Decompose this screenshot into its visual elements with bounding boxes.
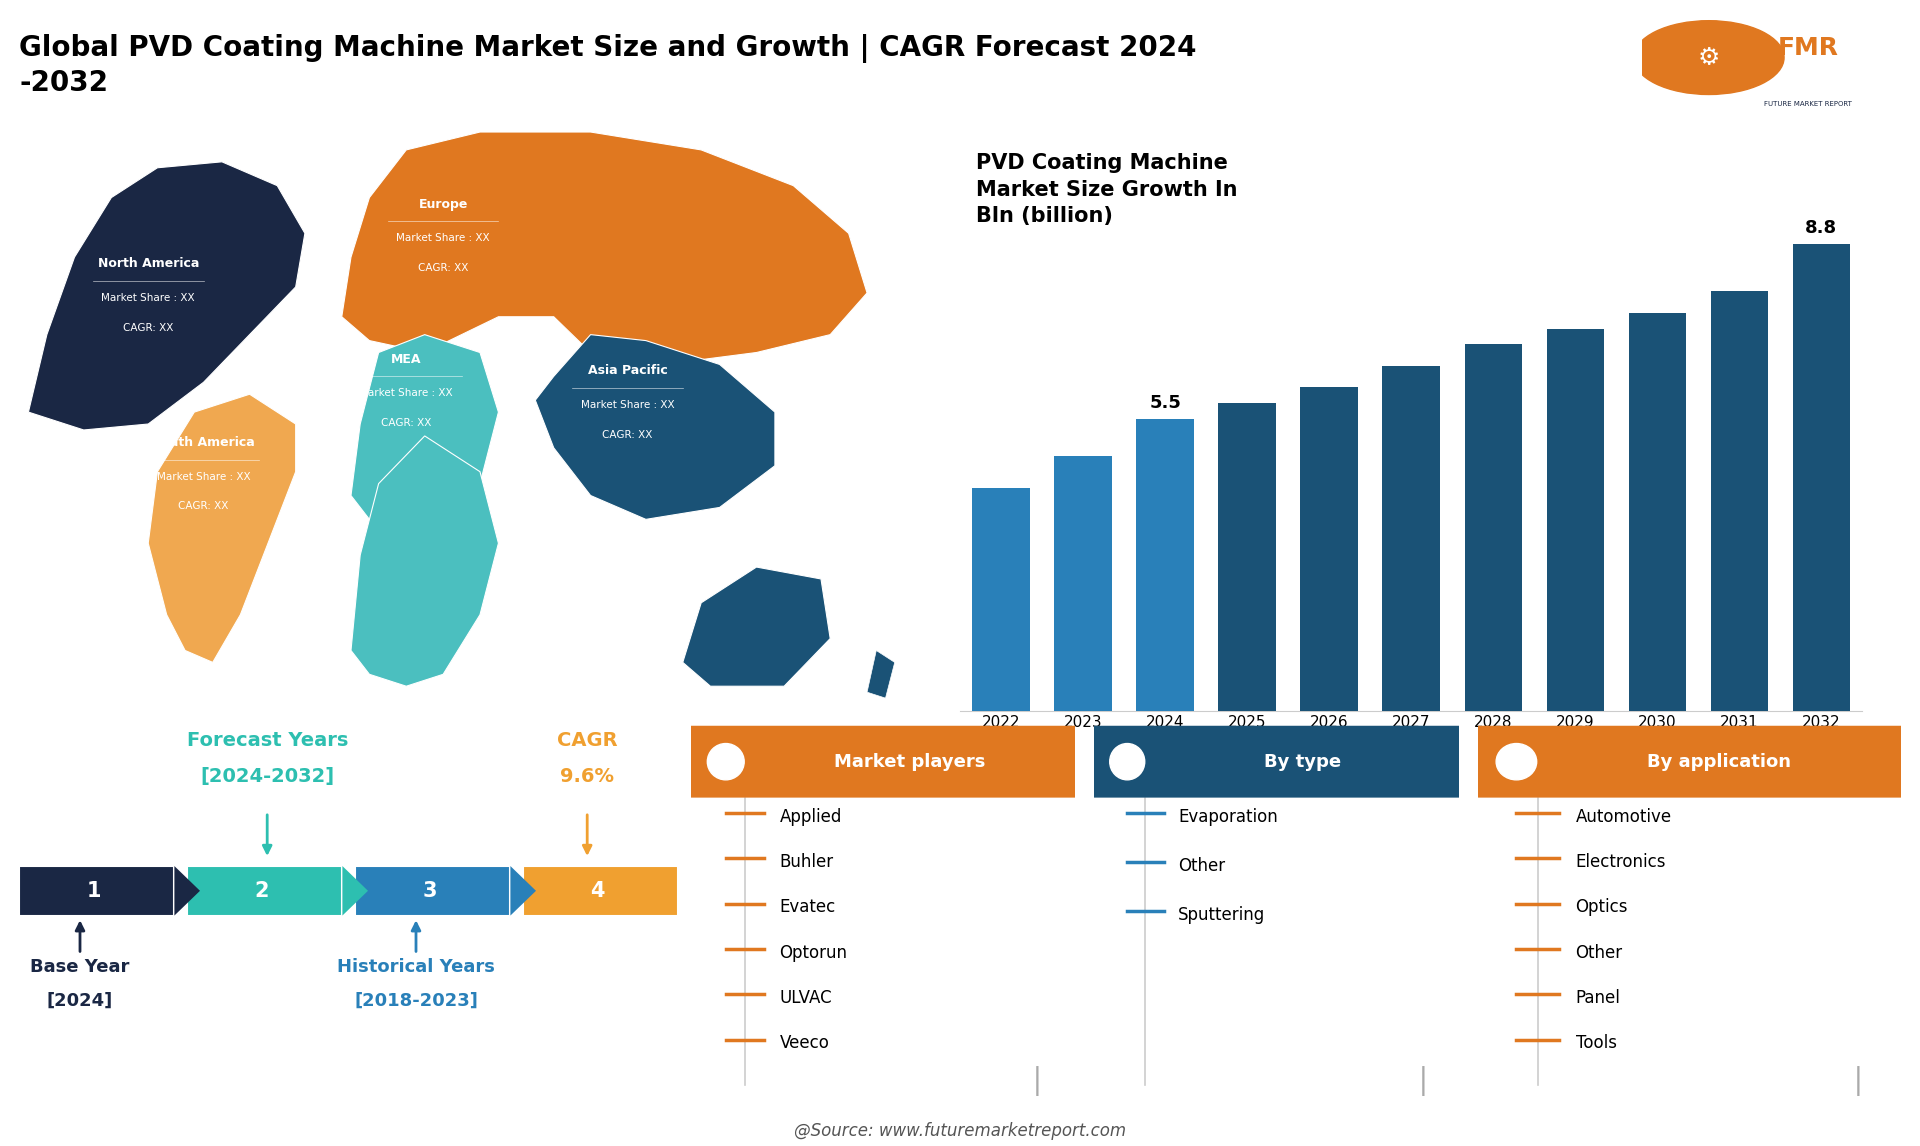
Text: ⎪: ⎪ <box>1027 1067 1046 1097</box>
Text: North America: North America <box>98 257 200 270</box>
Bar <box>1382 366 1440 711</box>
Text: Panel: Panel <box>1576 989 1620 1007</box>
Text: Evatec: Evatec <box>780 898 835 917</box>
Bar <box>1793 244 1851 711</box>
Bar <box>1711 291 1768 711</box>
Text: 3: 3 <box>422 881 438 901</box>
Text: Applied: Applied <box>780 808 841 825</box>
Polygon shape <box>536 335 776 519</box>
Text: Evaporation: Evaporation <box>1179 808 1279 825</box>
Text: Sputtering: Sputtering <box>1179 905 1265 924</box>
Polygon shape <box>511 866 536 916</box>
Text: ⎪: ⎪ <box>1413 1067 1432 1097</box>
Bar <box>1219 402 1277 711</box>
Text: CAGR: XX: CAGR: XX <box>380 418 432 429</box>
Text: Asia Pacific: Asia Pacific <box>588 364 668 377</box>
Text: FMR: FMR <box>1778 37 1839 61</box>
Bar <box>1300 387 1357 711</box>
Text: By type: By type <box>1263 753 1340 771</box>
Text: CAGR: XX: CAGR: XX <box>123 323 173 332</box>
Text: By application: By application <box>1647 753 1791 771</box>
Text: Market Share : XX: Market Share : XX <box>396 234 490 243</box>
Text: Forecast Years: Forecast Years <box>186 731 348 749</box>
Text: South America: South America <box>152 435 255 449</box>
Polygon shape <box>342 132 868 364</box>
Text: Other: Other <box>1576 943 1622 961</box>
Polygon shape <box>351 335 499 543</box>
Text: Market Share : XX: Market Share : XX <box>359 388 453 399</box>
Text: Automotive: Automotive <box>1576 808 1672 825</box>
Polygon shape <box>351 435 499 686</box>
Text: Electronics: Electronics <box>1576 853 1667 871</box>
Bar <box>972 488 1029 711</box>
Text: [2018-2023]: [2018-2023] <box>353 992 478 1010</box>
Text: 8.8: 8.8 <box>1805 219 1837 237</box>
Bar <box>1548 329 1603 711</box>
Text: Base Year: Base Year <box>31 958 131 976</box>
Polygon shape <box>684 567 829 686</box>
Text: Historical Years: Historical Years <box>338 958 495 976</box>
Text: 5.5: 5.5 <box>1150 394 1181 413</box>
Text: Europe: Europe <box>419 197 468 211</box>
Text: PVD Coating Machine
Market Size Growth In
Bln (billion): PVD Coating Machine Market Size Growth I… <box>977 154 1238 226</box>
Bar <box>1465 345 1523 711</box>
Text: CAGR: XX: CAGR: XX <box>419 264 468 273</box>
Text: 9.6%: 9.6% <box>561 767 614 786</box>
FancyBboxPatch shape <box>1465 725 1914 798</box>
Text: CAGR: XX: CAGR: XX <box>603 430 653 440</box>
Circle shape <box>1634 21 1784 94</box>
Text: Tools: Tools <box>1576 1035 1617 1052</box>
Circle shape <box>707 744 745 779</box>
FancyBboxPatch shape <box>522 866 678 916</box>
Bar <box>1137 418 1194 711</box>
FancyBboxPatch shape <box>355 866 511 916</box>
Text: CAGR: CAGR <box>557 731 618 749</box>
Text: ULVAC: ULVAC <box>780 989 831 1007</box>
Text: MEA: MEA <box>392 353 422 366</box>
Text: Market Share : XX: Market Share : XX <box>102 293 196 303</box>
Text: Market Share : XX: Market Share : XX <box>580 400 674 410</box>
Polygon shape <box>175 866 200 916</box>
Polygon shape <box>29 162 305 430</box>
Text: Global PVD Coating Machine Market Size and Growth | CAGR Forecast 2024
-2032: Global PVD Coating Machine Market Size a… <box>19 34 1196 97</box>
Polygon shape <box>868 651 895 698</box>
Bar <box>1054 456 1112 711</box>
Text: Optorun: Optorun <box>780 943 847 961</box>
FancyBboxPatch shape <box>680 725 1087 798</box>
Text: 1: 1 <box>86 881 102 901</box>
FancyBboxPatch shape <box>1083 725 1471 798</box>
Text: 2: 2 <box>253 881 269 901</box>
FancyBboxPatch shape <box>19 866 175 916</box>
Text: Buhler: Buhler <box>780 853 833 871</box>
Text: 4: 4 <box>589 881 605 901</box>
Text: ⎪: ⎪ <box>1849 1067 1868 1097</box>
Text: Veeco: Veeco <box>780 1035 829 1052</box>
Text: Optics: Optics <box>1576 898 1628 917</box>
Polygon shape <box>342 866 369 916</box>
Text: Market players: Market players <box>835 753 985 771</box>
Text: @Source: www.futuremarketreport.com: @Source: www.futuremarketreport.com <box>795 1122 1125 1140</box>
Bar <box>1628 313 1686 711</box>
Polygon shape <box>148 394 296 662</box>
Text: [2024]: [2024] <box>46 992 113 1010</box>
Text: ⚙: ⚙ <box>1697 46 1720 70</box>
FancyBboxPatch shape <box>186 866 342 916</box>
Text: CAGR: XX: CAGR: XX <box>179 502 228 511</box>
Text: Market Share : XX: Market Share : XX <box>157 472 250 481</box>
Circle shape <box>1496 744 1536 779</box>
Text: [2024-2032]: [2024-2032] <box>200 767 334 786</box>
Text: Other: Other <box>1179 857 1225 874</box>
Circle shape <box>1110 744 1144 779</box>
Text: FUTURE MARKET REPORT: FUTURE MARKET REPORT <box>1764 101 1853 107</box>
